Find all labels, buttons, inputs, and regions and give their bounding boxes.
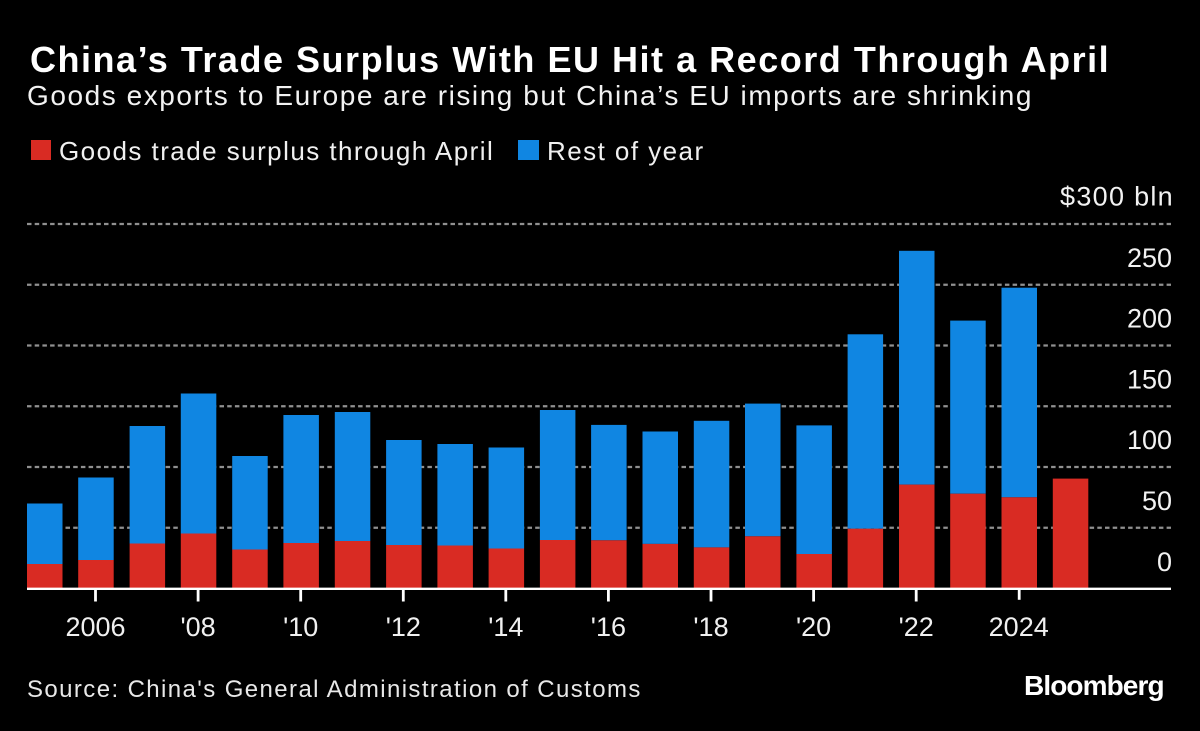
svg-text:200: 200 [1127,304,1172,334]
svg-text:2024: 2024 [989,612,1049,642]
svg-text:'14: '14 [488,612,523,642]
svg-text:'12: '12 [386,612,421,642]
svg-text:'10: '10 [283,612,318,642]
svg-text:'16: '16 [591,612,626,642]
svg-text:100: 100 [1127,425,1172,455]
svg-text:0: 0 [1157,547,1172,577]
svg-text:'22: '22 [899,612,934,642]
svg-text:'18: '18 [693,612,728,642]
svg-text:150: 150 [1127,364,1172,394]
svg-text:50: 50 [1142,486,1172,516]
svg-text:'20: '20 [796,612,831,642]
svg-text:'08: '08 [181,612,216,642]
svg-text:$300 bln: $300 bln [1060,182,1174,212]
svg-text:2006: 2006 [65,612,125,642]
svg-text:250: 250 [1127,243,1172,273]
